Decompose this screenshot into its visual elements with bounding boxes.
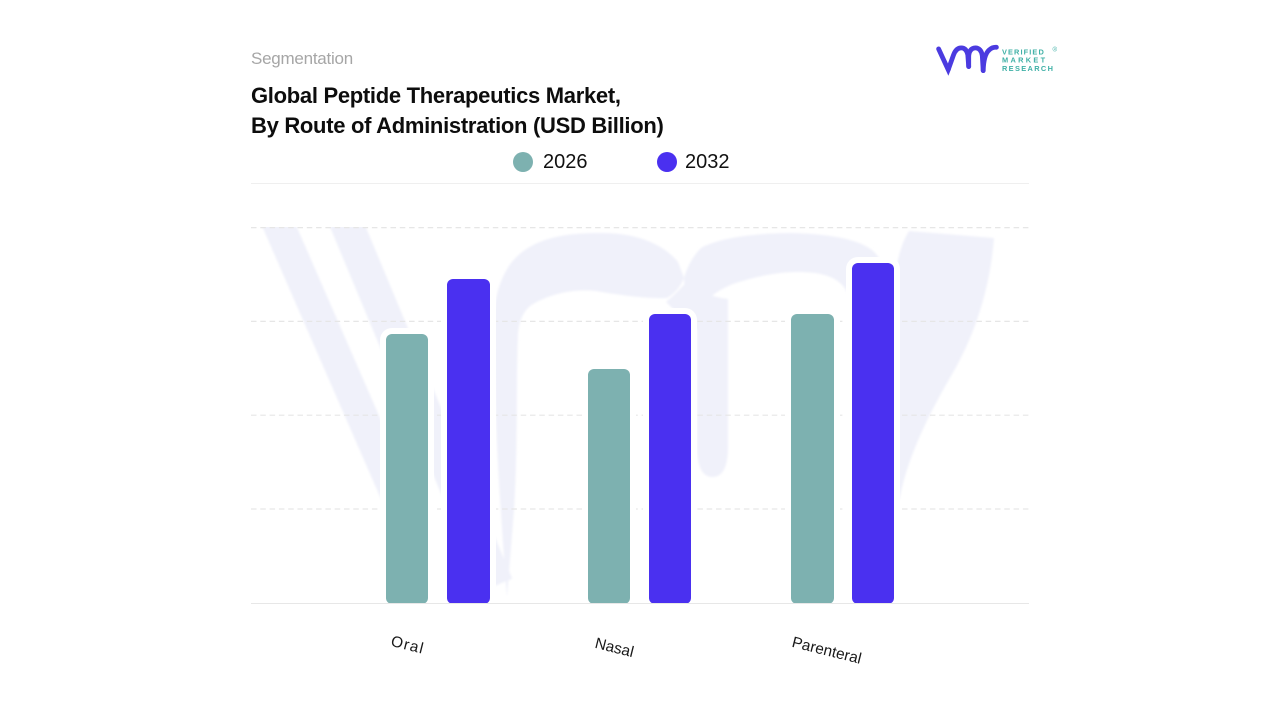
svg-text:RESEARCH: RESEARCH [1002, 64, 1054, 73]
svg-text:VERIFIED: VERIFIED [1002, 47, 1045, 56]
svg-text:MARKET: MARKET [1002, 56, 1047, 65]
svg-text:®: ® [1053, 46, 1058, 53]
